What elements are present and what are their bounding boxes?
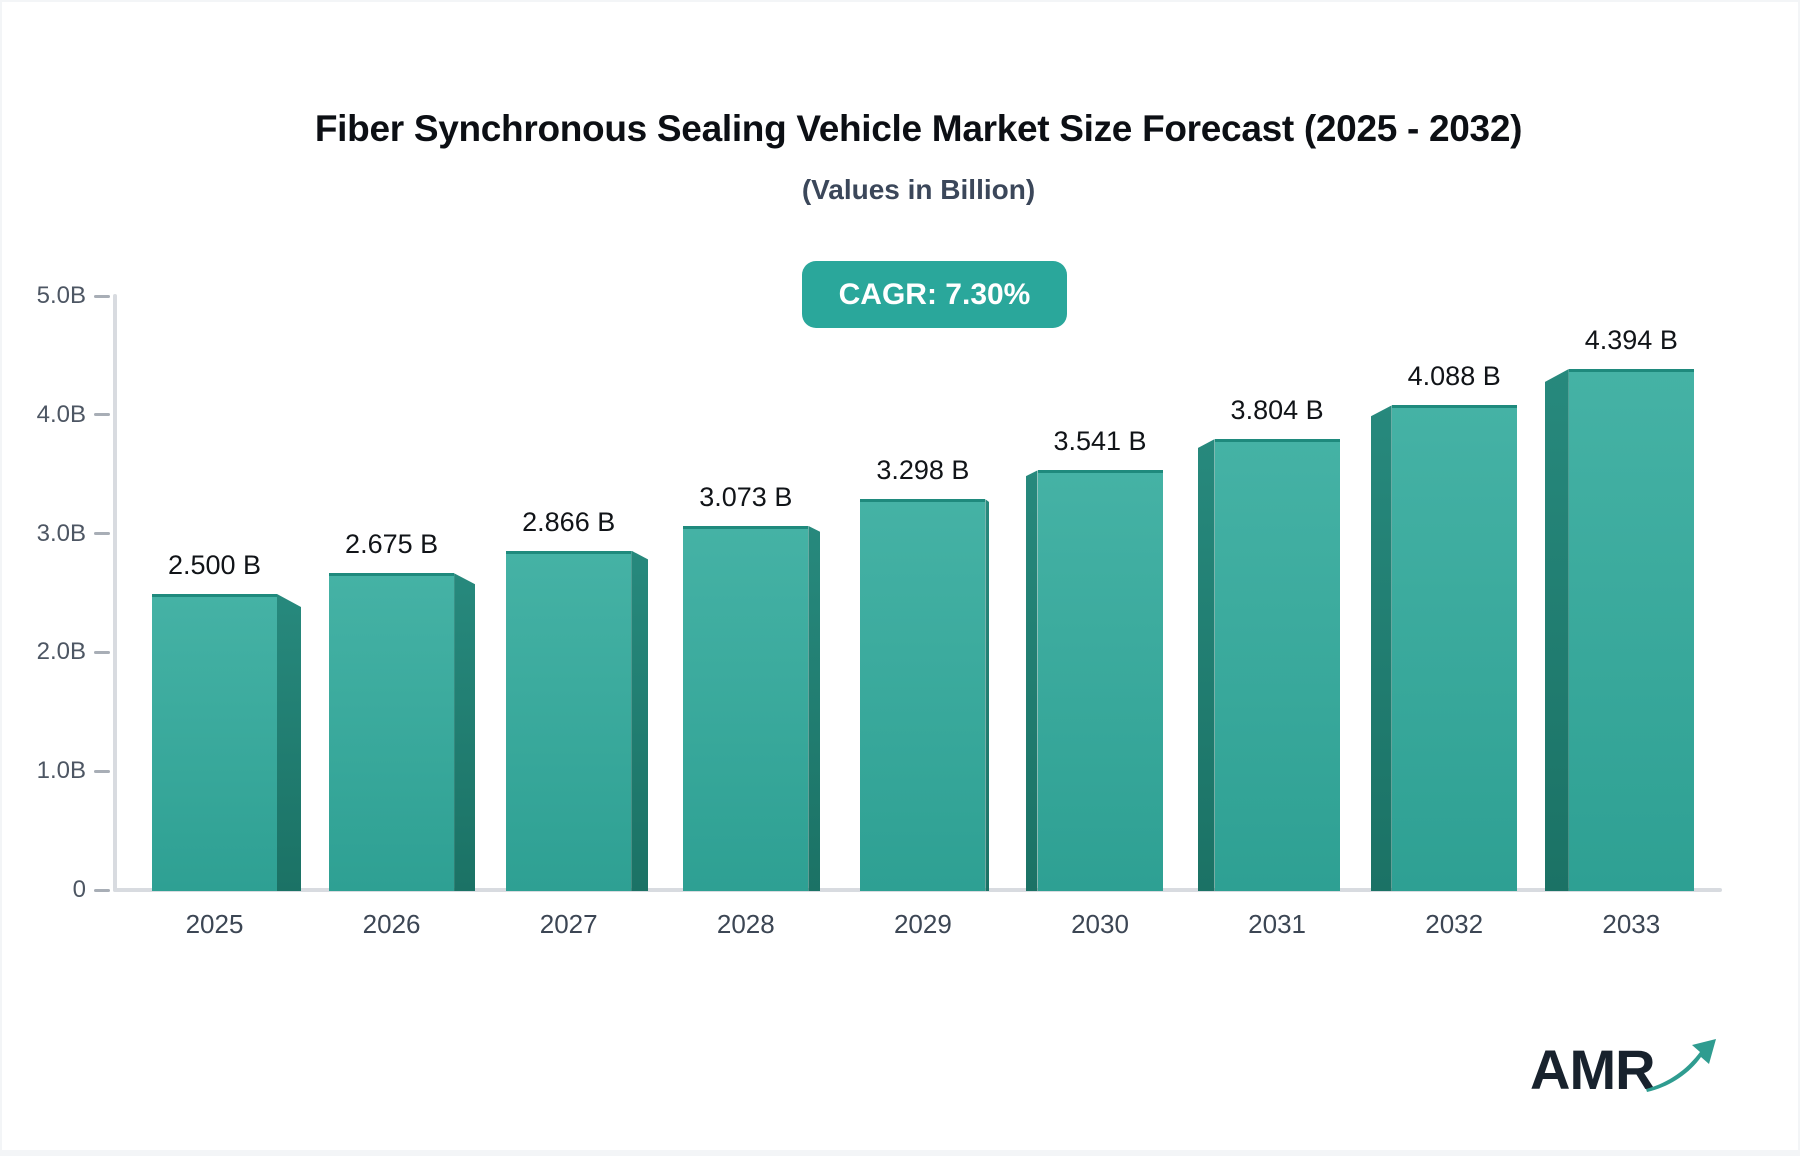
x-axis-label: 2026: [362, 909, 421, 939]
bar-face[interactable]: [329, 573, 455, 891]
bar-value-label: 3.298 B: [876, 455, 970, 486]
growth-arrow-icon: [1645, 1039, 1716, 1092]
chart-title: Fiber Synchronous Sealing Vehicle Market…: [314, 108, 1523, 149]
y-axis-tick-label: 2.0B: [36, 638, 86, 666]
bar-value-label: 2.500 B: [167, 550, 262, 580]
bar-2029: [860, 499, 990, 891]
bar-side-face: [1025, 470, 1038, 891]
bar-value-label: 3.073 B: [699, 481, 793, 512]
x-axis-label: 2028: [716, 909, 775, 939]
bar-value-label: 2.675 B: [345, 529, 439, 560]
bar-2033: [1544, 368, 1694, 891]
bar-2025: [152, 594, 301, 891]
bar-2028: [683, 525, 821, 891]
bar-face[interactable]: [860, 499, 986, 891]
bar-face[interactable]: [1391, 405, 1517, 891]
bar-face[interactable]: [506, 550, 632, 891]
x-axis-label: 2031: [1248, 909, 1307, 939]
bar-2026: [329, 573, 476, 891]
y-axis-line: [113, 294, 117, 892]
y-axis-tick-label: 3.0B: [36, 519, 86, 547]
x-axis-label: 2029: [893, 909, 952, 939]
bar-value-label: 2.866 B: [522, 506, 616, 537]
bar-side-face: [277, 594, 301, 891]
bar-2030: [1025, 470, 1163, 891]
bar-side-face: [1370, 405, 1392, 891]
x-axis-label: 2025: [185, 909, 244, 939]
bar-value-label: 3.804 B: [1230, 395, 1324, 426]
amr-logo: AMR: [1530, 1036, 1727, 1100]
bar-2031: [1197, 439, 1340, 891]
cagr-badge: CAGR: 7.30%: [802, 261, 1067, 328]
bar-value-label: 3.541 B: [1053, 426, 1147, 457]
bar-2027: [506, 550, 649, 891]
y-axis-tick-mark: [94, 294, 110, 298]
y-axis-tick-mark: [94, 650, 110, 654]
bar-value-label: 4.394 B: [1584, 324, 1678, 355]
bar-side-face: [1544, 368, 1569, 891]
x-axis-label: 2027: [539, 909, 598, 939]
y-axis-tick-label: 0: [72, 876, 86, 903]
bar-face[interactable]: [1214, 439, 1340, 891]
bar-side-face: [454, 573, 476, 891]
x-axis-label: 2030: [1071, 909, 1129, 939]
x-axis-label: 2032: [1425, 909, 1484, 939]
y-axis-tick-mark: [94, 769, 110, 773]
amr-logo-text: AMR: [1530, 1038, 1656, 1101]
y-axis-tick-label: 5.0B: [36, 282, 86, 309]
y-axis-tick-mark: [94, 532, 110, 536]
bar-face[interactable]: [1568, 368, 1694, 891]
x-axis-label: 2033: [1602, 909, 1661, 939]
bar-side-face: [808, 525, 821, 891]
bar-face[interactable]: [152, 594, 277, 891]
bar-side-face: [985, 499, 990, 891]
y-axis-tick-label: 1.0B: [36, 757, 86, 785]
chart-subtitle: (Values in Billion): [801, 174, 1036, 205]
y-axis-tick-label: 4.0B: [36, 400, 86, 428]
bar-side-face: [631, 550, 649, 891]
cagr-badge-label: CAGR: 7.30%: [838, 277, 1031, 311]
bar-side-face: [1197, 439, 1215, 891]
bar-face[interactable]: [1037, 470, 1163, 891]
y-axis-tick-mark: [94, 888, 110, 892]
bar-2032: [1370, 405, 1517, 891]
bar-value-label: 4.088 B: [1407, 361, 1501, 392]
y-axis-tick-mark: [94, 413, 110, 417]
bar-face[interactable]: [683, 525, 809, 891]
